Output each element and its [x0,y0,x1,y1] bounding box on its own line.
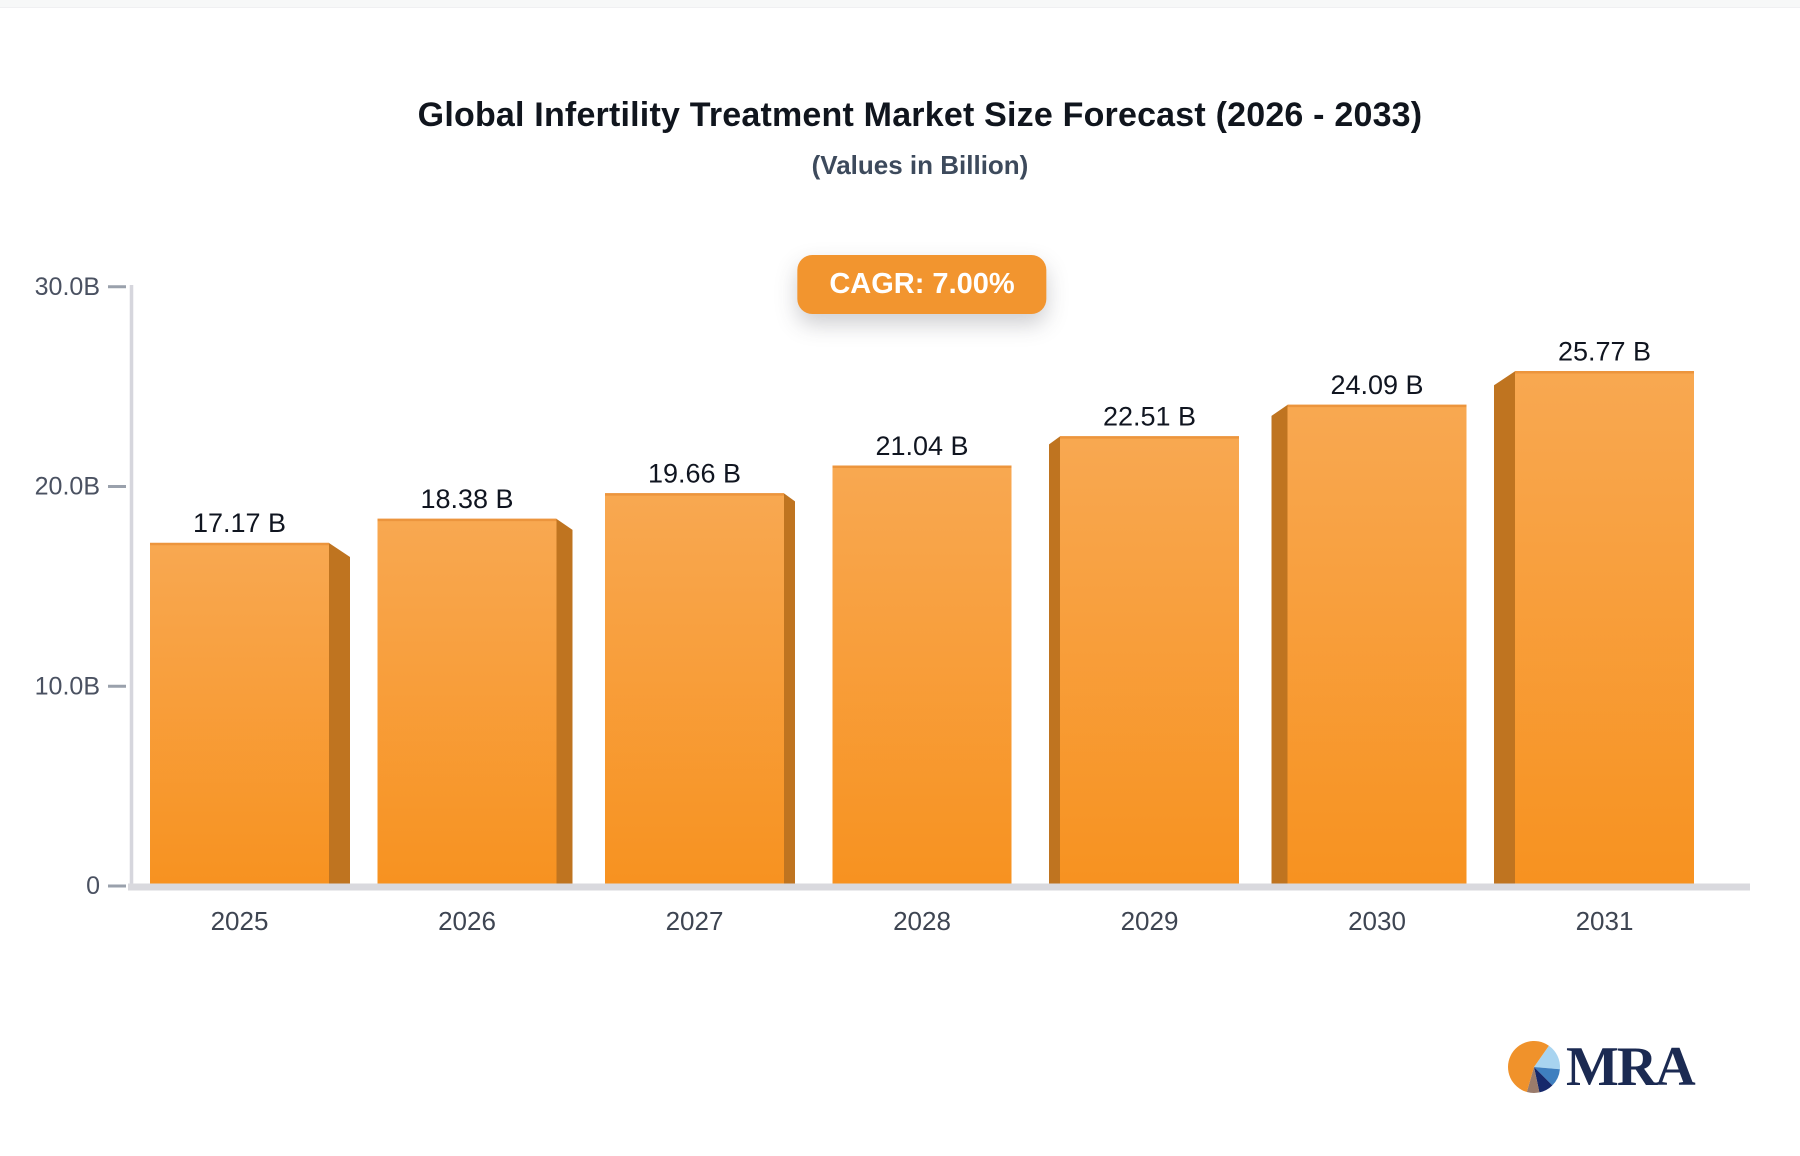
logo-text: MRA [1566,1036,1696,1098]
top-edge-strip [0,0,1800,8]
x-tick-label: 2025 [211,906,269,936]
bar-value-label: 24.09 B [1330,370,1423,400]
bar-value-label: 18.38 B [420,484,513,514]
bar-side-face [556,518,573,886]
y-tick-label: 30.0B [35,273,100,301]
bar-side-face [784,493,795,886]
y-tick-label: 20.0B [35,473,100,501]
bar-side-face [1049,436,1060,886]
x-tick-label: 2030 [1348,906,1406,936]
x-tick-label: 2029 [1121,906,1179,936]
pie-chart-logo-icon [1508,1041,1560,1094]
bar-side-face [1271,404,1288,886]
cagr-badge: CAGR: 7.00% [797,255,1047,314]
bar [1515,371,1694,886]
bar [1287,404,1467,886]
x-tick-label: 2031 [1576,906,1634,936]
chart-title: Global Infertility Treatment Market Size… [417,96,1423,134]
x-tick-label: 2027 [666,906,724,936]
x-axis-line [128,883,1750,891]
bar-value-label: 25.77 B [1558,336,1651,366]
x-tick-label: 2026 [438,906,496,936]
bar [832,465,1012,886]
logo: MRA [1504,1036,1696,1098]
bar-side-face [1494,371,1515,886]
bar [1060,436,1239,886]
y-tick-label: 0 [86,872,100,900]
chart-subtitle: (Values in Billion) [811,150,1029,180]
bar-value-label: 21.04 B [875,431,968,461]
y-tick-label: 10.0B [35,672,100,700]
bar [605,493,784,886]
bar [150,543,329,886]
bar [377,518,557,886]
bar-value-label: 19.66 B [648,458,741,488]
bar-side-face [329,543,350,886]
x-tick-label: 2028 [893,906,951,936]
bar-value-label: 22.51 B [1103,401,1196,431]
bar-value-label: 17.17 B [193,508,286,538]
